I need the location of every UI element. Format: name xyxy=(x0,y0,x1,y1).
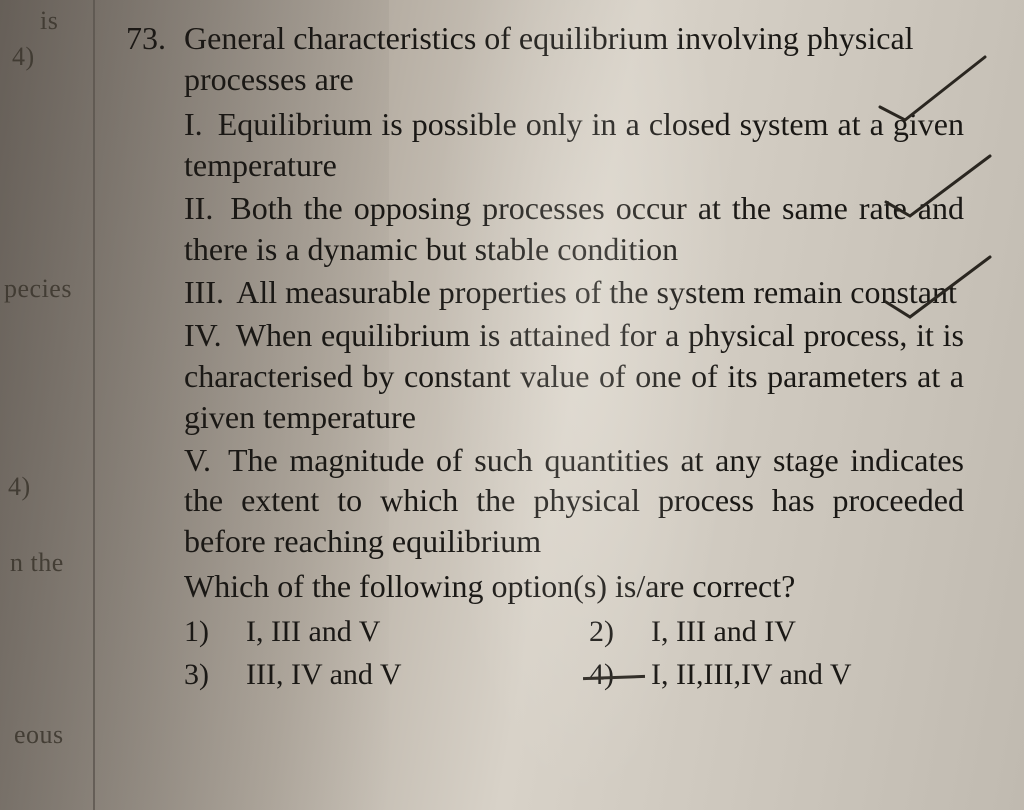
statement-text: Both the opposing processes occur at the… xyxy=(184,190,964,267)
option-text: I, III and V xyxy=(246,613,380,651)
page-container: is 4) pecies 4) n the eous 73. General c… xyxy=(0,0,1024,810)
margin-fragment: eous xyxy=(14,720,64,750)
option-number: 4) xyxy=(589,656,637,694)
statement-IV: IV. When equilibrium is attained for a p… xyxy=(184,315,964,438)
margin-fragment: n the xyxy=(10,548,64,578)
option-text: I, III and IV xyxy=(651,613,796,651)
option-2: 2) I, III and IV xyxy=(589,613,964,651)
question-stem: General characteristics of equilibrium i… xyxy=(184,18,964,100)
option-number: 1) xyxy=(184,613,232,651)
option-text: I, II,III,IV and V xyxy=(651,656,852,694)
statement-text: All measurable properties of the system … xyxy=(236,274,957,310)
question-block: 73. General characteristics of equilibri… xyxy=(110,18,964,694)
option-number: 2) xyxy=(589,613,637,651)
option-1: 1) I, III and V xyxy=(184,613,559,651)
statement-I: I. Equilibrium is possible only in a clo… xyxy=(184,104,964,186)
statement-III: III. All measurable properties of the sy… xyxy=(184,272,964,313)
statement-V: V. The magnitude of such quantities at a… xyxy=(184,440,964,563)
statement-label: V. xyxy=(184,442,211,478)
options-grid: 1) I, III and V 2) I, III and IV 3) III,… xyxy=(184,613,964,694)
option-3: 3) III, IV and V xyxy=(184,656,559,694)
left-margin-column: is 4) pecies 4) n the eous xyxy=(0,0,95,810)
which-prompt: Which of the following option(s) is/are … xyxy=(184,566,964,607)
margin-fragment: 4) xyxy=(12,42,35,72)
statement-text: Equilibrium is possible only in a closed… xyxy=(184,106,964,183)
statement-label: I. xyxy=(184,106,203,142)
option-number: 3) xyxy=(184,656,232,694)
statement-text: The magnitude of such quantities at any … xyxy=(184,442,964,560)
margin-fragment: pecies xyxy=(4,274,72,304)
statements-list: I. Equilibrium is possible only in a clo… xyxy=(184,104,964,562)
margin-fragment: is xyxy=(40,6,58,36)
option-4: 4) I, II,III,IV and V xyxy=(589,656,964,694)
statement-label: IV. xyxy=(184,317,222,353)
margin-fragment: 4) xyxy=(8,472,31,502)
statement-label: III. xyxy=(184,274,224,310)
question-number: 73. xyxy=(110,18,166,694)
question-body: General characteristics of equilibrium i… xyxy=(184,18,964,694)
option-text: III, IV and V xyxy=(246,656,402,694)
statement-label: II. xyxy=(184,190,213,226)
statement-II: II. Both the opposing processes occur at… xyxy=(184,188,964,270)
statement-text: When equilibrium is attained for a physi… xyxy=(184,317,964,435)
